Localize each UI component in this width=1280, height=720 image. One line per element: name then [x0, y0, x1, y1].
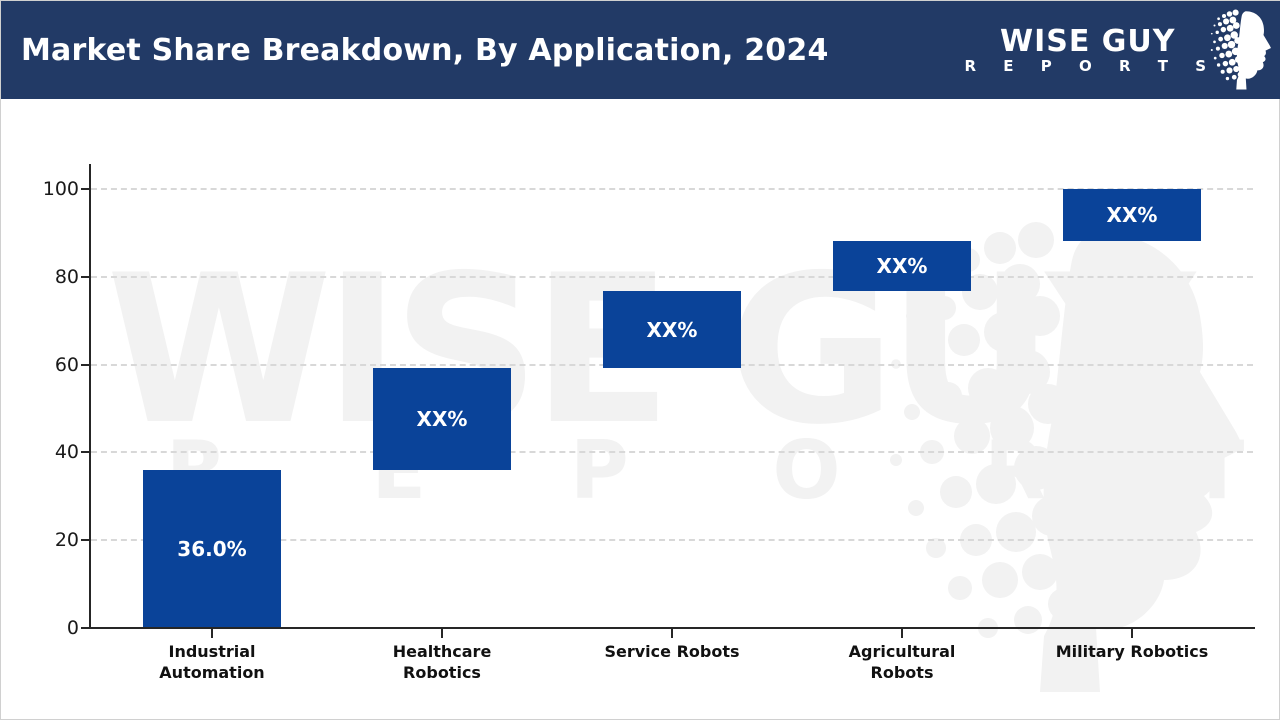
header-bar: Market Share Breakdown, By Application, …	[1, 1, 1280, 99]
y-tick-100	[81, 188, 89, 190]
gridline-100	[91, 188, 1253, 190]
bar-segment: XX%	[833, 240, 971, 292]
y-axis-line	[89, 164, 91, 629]
x-tick-4	[1131, 629, 1133, 638]
bar-value-label: XX%	[1106, 202, 1158, 227]
x-category-label: Service Robots	[604, 642, 740, 661]
y-tick-label-100: 100	[42, 178, 79, 200]
x-category-label: Industrial Automation	[159, 642, 265, 682]
y-tick-label-20: 20	[54, 529, 79, 552]
watermark-face-icon	[890, 222, 1244, 692]
bar-segment: 36.0%	[143, 469, 281, 628]
bar-segment: XX%	[373, 368, 511, 470]
y-tick-label-60: 60	[54, 353, 79, 376]
y-tick-0	[81, 627, 89, 629]
x-axis-line	[89, 627, 1255, 629]
bar-value-label: XX%	[876, 254, 928, 279]
brand-name: WISE GUY	[1000, 24, 1176, 59]
x-tick-1	[441, 629, 443, 638]
brand-subname: R E P O R T S	[964, 56, 1217, 75]
gridline-40	[91, 451, 1253, 454]
x-tick-3	[901, 629, 903, 638]
page-title: Market Share Breakdown, By Application, …	[21, 32, 829, 68]
x-tick-2	[671, 629, 673, 638]
bar-segment: XX%	[1063, 189, 1201, 241]
y-tick-label-40: 40	[54, 441, 79, 464]
y-tick-label-80: 80	[54, 265, 79, 288]
y-tick-40	[81, 451, 89, 454]
x-category-label: Agricultural Robots	[848, 642, 956, 682]
brand-face-icon	[1210, 9, 1271, 90]
brand-logo: WISE GUY R E P O R T S	[959, 5, 1273, 95]
bar-segment: XX%	[603, 291, 741, 369]
x-category-label: Military Robotics	[1055, 642, 1209, 661]
x-category-label: Healthcare Robotics	[392, 642, 492, 682]
y-tick-label-0: 0	[66, 617, 79, 639]
bar-value-label: XX%	[416, 407, 468, 432]
gridline-80	[91, 275, 1253, 278]
y-tick-80	[81, 275, 89, 278]
bar-value-label: 36.0%	[177, 536, 247, 561]
gridline-20	[91, 539, 1253, 542]
y-tick-60	[81, 363, 89, 366]
x-tick-0	[211, 629, 213, 638]
y-tick-20	[81, 539, 89, 542]
bar-value-label: XX%	[646, 317, 698, 342]
